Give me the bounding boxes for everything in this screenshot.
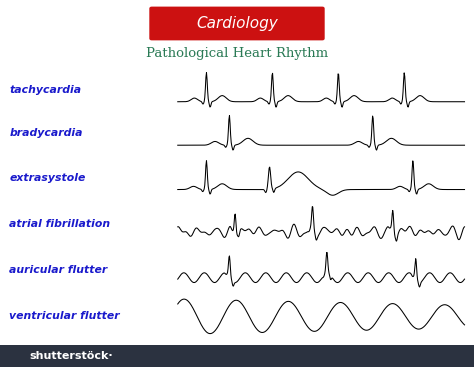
Text: tachycardia: tachycardia bbox=[9, 85, 82, 95]
FancyBboxPatch shape bbox=[0, 345, 474, 367]
Text: Cardiology: Cardiology bbox=[196, 16, 278, 31]
Text: auricular flutter: auricular flutter bbox=[9, 265, 108, 275]
Text: Pathological Heart Rhythm: Pathological Heart Rhythm bbox=[146, 47, 328, 60]
Text: bradycardia: bradycardia bbox=[9, 128, 83, 138]
Text: extrasystole: extrasystole bbox=[9, 173, 86, 183]
Text: shutterstöck·: shutterstöck· bbox=[29, 351, 113, 361]
Text: atrial fibrillation: atrial fibrillation bbox=[9, 219, 110, 229]
Text: ventricular flutter: ventricular flutter bbox=[9, 311, 120, 321]
FancyBboxPatch shape bbox=[149, 7, 325, 40]
